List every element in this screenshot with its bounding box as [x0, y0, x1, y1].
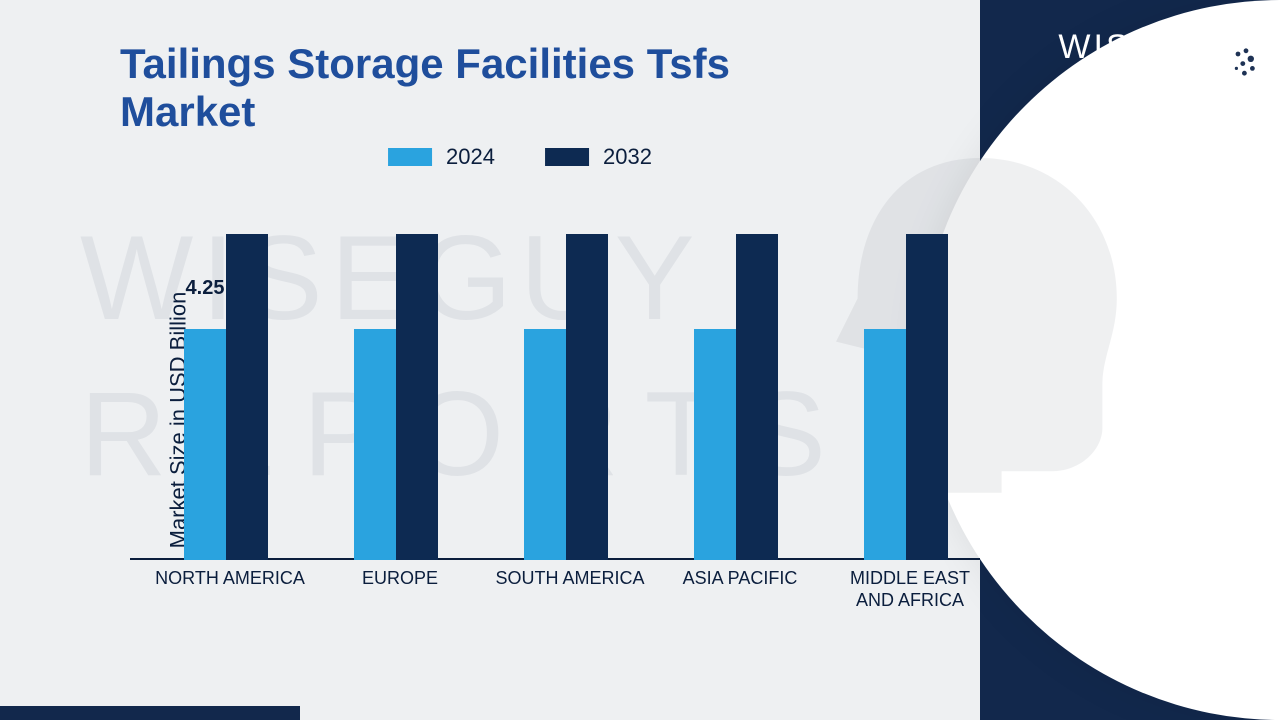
bar-2024 [864, 329, 906, 560]
bar-2024 [524, 329, 566, 560]
bar-2032 [906, 234, 948, 560]
bar-2032 [566, 234, 608, 560]
value-label: 4.25 [186, 277, 225, 300]
brand-word-wise: WISE [1058, 28, 1157, 66]
chart-title: Tailings Storage Facilities Tsfs Market [120, 40, 820, 137]
bar-2024 [694, 329, 736, 560]
category-label: SOUTH AMERICA [495, 568, 645, 590]
bar-2032 [736, 234, 778, 560]
legend-item-2024: 2024 [388, 144, 495, 170]
bar-2032 [226, 234, 268, 560]
bottom-accent-bar [0, 706, 300, 720]
category-label: NORTH AMERICA [155, 568, 305, 590]
legend: 2024 2032 [388, 144, 652, 170]
legend-label-2032: 2032 [603, 144, 652, 170]
bar-2024 [354, 329, 396, 560]
category-label: ASIA PACIFIC [665, 568, 815, 590]
bar-chart: Market Size in USD Billion 2024 2032 4.2… [60, 150, 980, 690]
category-label: EUROPE [325, 568, 475, 590]
legend-swatch-2024 [388, 148, 432, 166]
legend-item-2032: 2032 [545, 144, 652, 170]
bar-2024 [184, 329, 226, 560]
bar-2032 [396, 234, 438, 560]
brand-head-icon [1190, 30, 1270, 110]
canvas: WISEGUY REPORTS Tailings Storage Facilit… [0, 0, 1280, 720]
plot-area: 4.25 [130, 180, 980, 560]
legend-label-2024: 2024 [446, 144, 495, 170]
legend-swatch-2032 [545, 148, 589, 166]
category-label: MIDDLE EAST AND AFRICA [835, 568, 985, 611]
